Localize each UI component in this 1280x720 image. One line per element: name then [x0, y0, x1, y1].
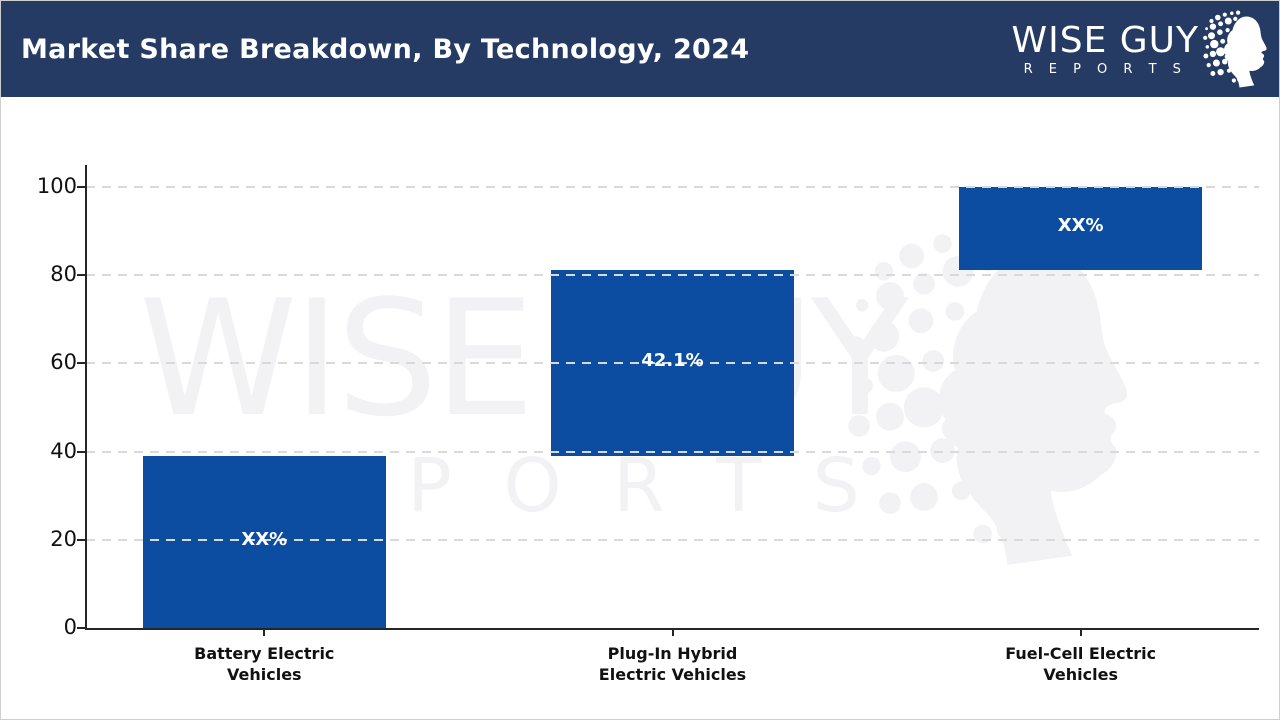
category-label: Battery Electric Vehicles [194, 644, 335, 684]
y-tick-label: 60 [50, 350, 77, 375]
category-label: Plug-In Hybrid Electric Vehicles [598, 644, 747, 684]
y-axis-spine [85, 165, 87, 630]
y-tick-label: 0 [63, 615, 77, 639]
y-tick-label: 100 [36, 174, 77, 198]
wiseguy-logo-text: WISE GUY R E P O R T S [1011, 19, 1200, 77]
y-tick-mark [77, 274, 86, 277]
y-tick-mark [77, 450, 86, 453]
x-axis-spine [85, 628, 1259, 630]
y-gridline [86, 450, 1259, 453]
header: Market Share Breakdown, By Technology, 2… [1, 1, 1279, 97]
chart-title: Market Share Breakdown, By Technology, 2… [21, 33, 750, 65]
logo-brand-name: WISE GUY [1011, 19, 1199, 61]
y-tick-label: 40 [50, 438, 77, 463]
y-tick-label: 20 [50, 526, 77, 551]
y-tick-mark [77, 186, 86, 188]
x-tick-mark [1079, 628, 1082, 636]
y-gridline [86, 362, 1259, 365]
category-label: Fuel-Cell Electric Vehicles [1005, 644, 1157, 684]
bar-value-label: XX% [1057, 215, 1104, 237]
y-tick-mark [77, 538, 86, 541]
chart-area: WISE GUY R E P O R T S 0 20 40 60 80 100 XX% Ba… [1, 97, 1279, 719]
bar-value-label: 42.1% [641, 349, 704, 371]
y-tick-mark [77, 362, 86, 365]
bar-value-label: XX% [241, 528, 288, 550]
wiseguy-logo: WISE GUY R E P O R T S [1012, 5, 1272, 93]
logo-reports-label: R E P O R T S [1023, 61, 1187, 77]
waterfall-bar [142, 455, 386, 628]
y-gridline [86, 274, 1259, 277]
y-gridline [86, 538, 1259, 541]
y-gridline [86, 186, 1259, 188]
y-tick-label: 80 [50, 262, 77, 287]
x-tick-mark [263, 628, 266, 636]
wiseguy-head-icon [1203, 10, 1267, 88]
y-tick-mark [77, 627, 86, 629]
x-tick-mark [671, 628, 674, 636]
